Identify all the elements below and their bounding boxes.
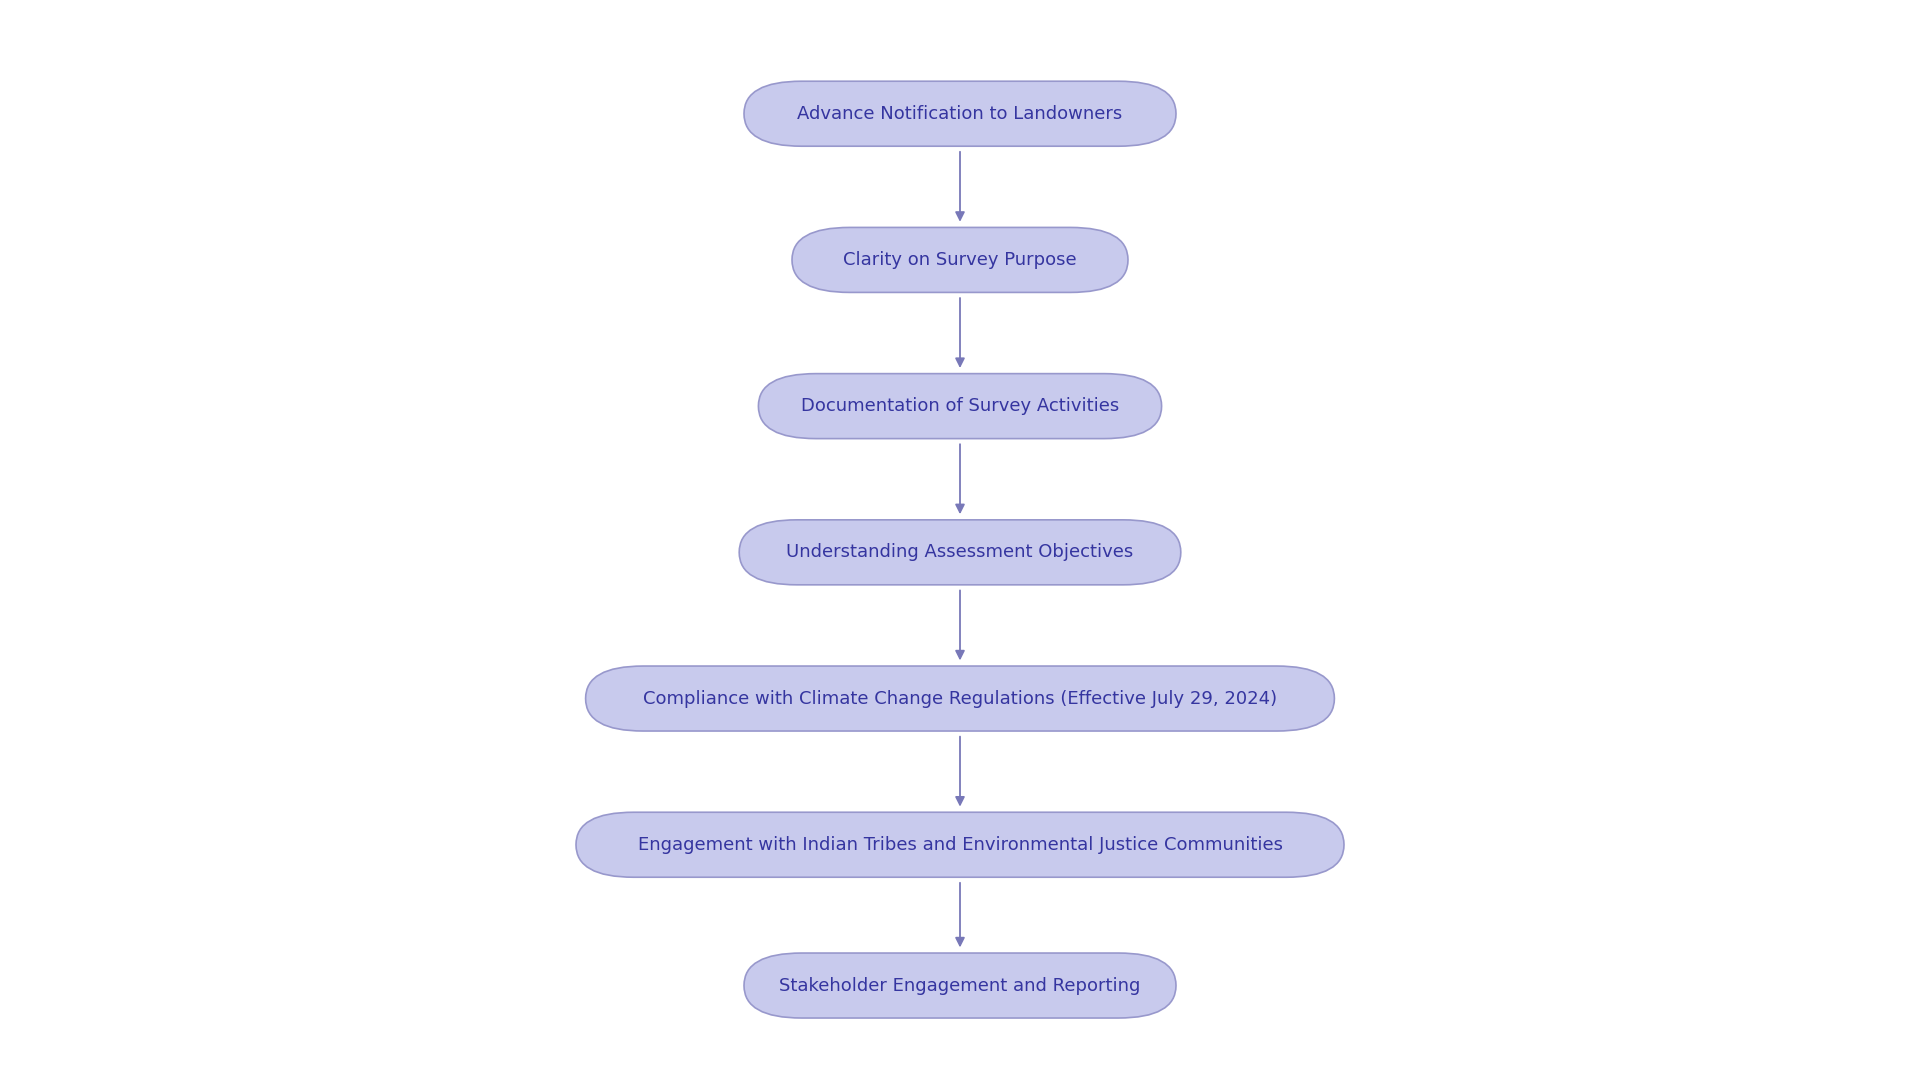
FancyBboxPatch shape [743, 81, 1175, 146]
FancyBboxPatch shape [739, 520, 1181, 585]
Text: Understanding Assessment Objectives: Understanding Assessment Objectives [787, 544, 1133, 561]
FancyBboxPatch shape [586, 666, 1334, 731]
Text: Advance Notification to Landowners: Advance Notification to Landowners [797, 105, 1123, 122]
FancyBboxPatch shape [576, 812, 1344, 877]
Text: Clarity on Survey Purpose: Clarity on Survey Purpose [843, 251, 1077, 269]
Text: Documentation of Survey Activities: Documentation of Survey Activities [801, 397, 1119, 415]
Text: Engagement with Indian Tribes and Environmental Justice Communities: Engagement with Indian Tribes and Enviro… [637, 836, 1283, 853]
Text: Compliance with Climate Change Regulations (Effective July 29, 2024): Compliance with Climate Change Regulatio… [643, 690, 1277, 707]
FancyBboxPatch shape [791, 227, 1127, 292]
FancyBboxPatch shape [758, 374, 1162, 439]
Text: Stakeholder Engagement and Reporting: Stakeholder Engagement and Reporting [780, 977, 1140, 994]
FancyBboxPatch shape [743, 953, 1175, 1018]
